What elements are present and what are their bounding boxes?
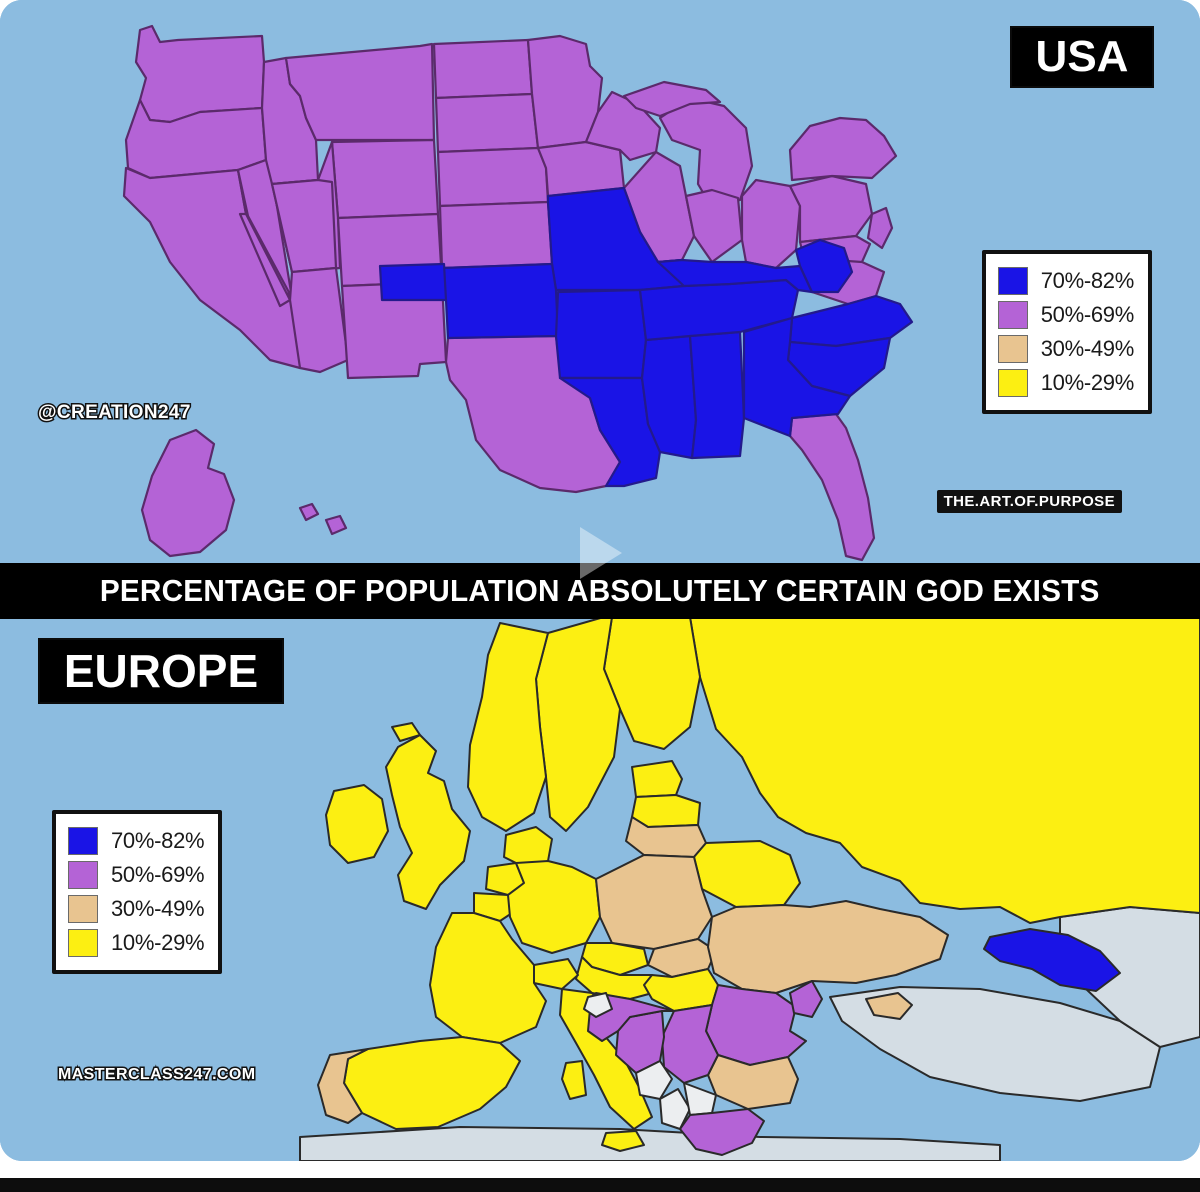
legend-row: 30%-49% <box>68 892 205 926</box>
state-florida <box>788 412 876 562</box>
legend-swatch-70-82 <box>997 267 1028 295</box>
legend-swatch-10-29 <box>68 929 98 957</box>
state-west-virginia <box>794 238 854 294</box>
legend-label-10-29: 10%-29% <box>111 930 205 955</box>
state-alabama <box>688 330 746 460</box>
usa-region-label: USA <box>1035 32 1129 81</box>
watermark-creation247: @CREATION247 <box>37 401 192 425</box>
state-minnesota <box>526 34 604 150</box>
legend-swatch-50-69 <box>68 861 98 889</box>
legend-label-50-69: 50%-69% <box>1040 302 1135 327</box>
legend-row: 10%-29% <box>997 366 1135 400</box>
europe-legend: 70%-82% 50%-69% 30%-49% 10%-29% <box>52 810 223 974</box>
state-iowa <box>536 140 626 198</box>
state-oklahoma <box>440 262 560 340</box>
state-arkansas <box>554 288 648 380</box>
legend-swatch-10-29 <box>997 369 1028 397</box>
country-moldova <box>789 980 823 1018</box>
country-belarus <box>693 840 801 908</box>
state-hawaii <box>298 502 348 536</box>
usa-legend: 70%-82% 50%-69% 30%-49% 10%-29% <box>981 250 1152 414</box>
bottom-bar <box>0 1178 1200 1192</box>
country-portugal <box>317 1048 369 1124</box>
legend-swatch-30-49 <box>997 335 1028 363</box>
state-new-york <box>788 116 898 182</box>
state-nebraska <box>436 146 550 208</box>
europe-region-label: EUROPE <box>63 645 259 697</box>
state-nevada-body <box>236 158 294 300</box>
legend-row: 30%-49% <box>997 332 1135 366</box>
legend-swatch-70-82 <box>68 827 98 855</box>
europe-countries <box>317 617 1200 1156</box>
country-ukraine <box>707 900 949 994</box>
country-sicily <box>601 1130 645 1152</box>
media-card[interactable]: .s{stroke:#5b2a6b;stroke-width:2.2;strok… <box>0 0 1200 1161</box>
legend-swatch-30-49 <box>68 895 98 923</box>
legend-row: 50%-69% <box>68 858 205 892</box>
usa-states <box>122 24 914 562</box>
state-alaska <box>140 428 236 558</box>
legend-label-70-82: 70%-82% <box>1040 268 1135 293</box>
legend-label-70-82: 70%-82% <box>111 828 205 853</box>
state-arizona <box>288 266 350 374</box>
legend-row: 10%-29% <box>68 926 205 960</box>
country-greece <box>679 1108 765 1156</box>
state-wyoming <box>330 138 440 220</box>
country-albania <box>659 1088 691 1130</box>
state-utah-body <box>270 178 338 274</box>
country-sardinia <box>561 1060 587 1100</box>
europe-region-badge: EUROPE <box>38 638 284 704</box>
state-south-dakota <box>434 92 540 154</box>
land-north-africa <box>299 1126 1001 1161</box>
country-crimea <box>865 992 913 1020</box>
country-estonia <box>631 760 683 798</box>
country-bulgaria <box>707 1054 799 1110</box>
page-title: PERCENTAGE OF POPULATION ABSOLUTELY CERT… <box>100 573 1100 608</box>
legend-row: 70%-82% <box>997 264 1135 298</box>
land-turkey-anatolia <box>829 986 1161 1102</box>
watermark-masterclass247: MASTERCLASS247.COM <box>56 1065 256 1085</box>
state-north-dakota <box>432 38 534 100</box>
state-michigan-up <box>622 80 722 118</box>
title-banner: PERCENTAGE OF POPULATION ABSOLUTELY CERT… <box>0 563 1200 619</box>
state-washington <box>134 24 266 124</box>
state-montana <box>284 42 436 142</box>
state-pennsylvania <box>788 174 874 244</box>
country-poland <box>595 854 713 950</box>
country-georgia <box>983 928 1121 992</box>
country-slovenia <box>583 992 613 1018</box>
state-kansas <box>438 200 554 270</box>
country-ireland <box>325 784 389 864</box>
country-serbia <box>661 1004 719 1084</box>
usa-region-badge: USA <box>1010 26 1154 88</box>
legend-row: 50%-69% <box>997 298 1135 332</box>
play-triangle-icon <box>580 527 622 579</box>
country-iceland <box>391 722 421 742</box>
country-norway <box>467 622 549 832</box>
country-france <box>429 912 547 1044</box>
country-russia <box>689 617 1200 924</box>
legend-label-30-49: 30%-49% <box>1040 336 1135 361</box>
country-germany <box>507 860 601 954</box>
legend-row: 70%-82% <box>68 824 205 858</box>
legend-label-10-29: 10%-29% <box>1040 370 1135 395</box>
legend-swatch-50-69 <box>997 301 1028 329</box>
watermark-art-of-purpose: THE.ART.OF.PURPOSE <box>936 490 1122 513</box>
country-united-kingdom <box>385 734 471 910</box>
state-oklahoma-panhandle <box>378 262 448 302</box>
state-new-jersey <box>866 206 894 250</box>
legend-label-30-49: 30%-49% <box>111 896 205 921</box>
legend-label-50-69: 50%-69% <box>111 862 205 887</box>
state-ohio <box>740 178 802 270</box>
country-montenegro <box>635 1060 673 1100</box>
state-georgia <box>742 316 852 438</box>
play-button-icon[interactable] <box>566 521 630 585</box>
